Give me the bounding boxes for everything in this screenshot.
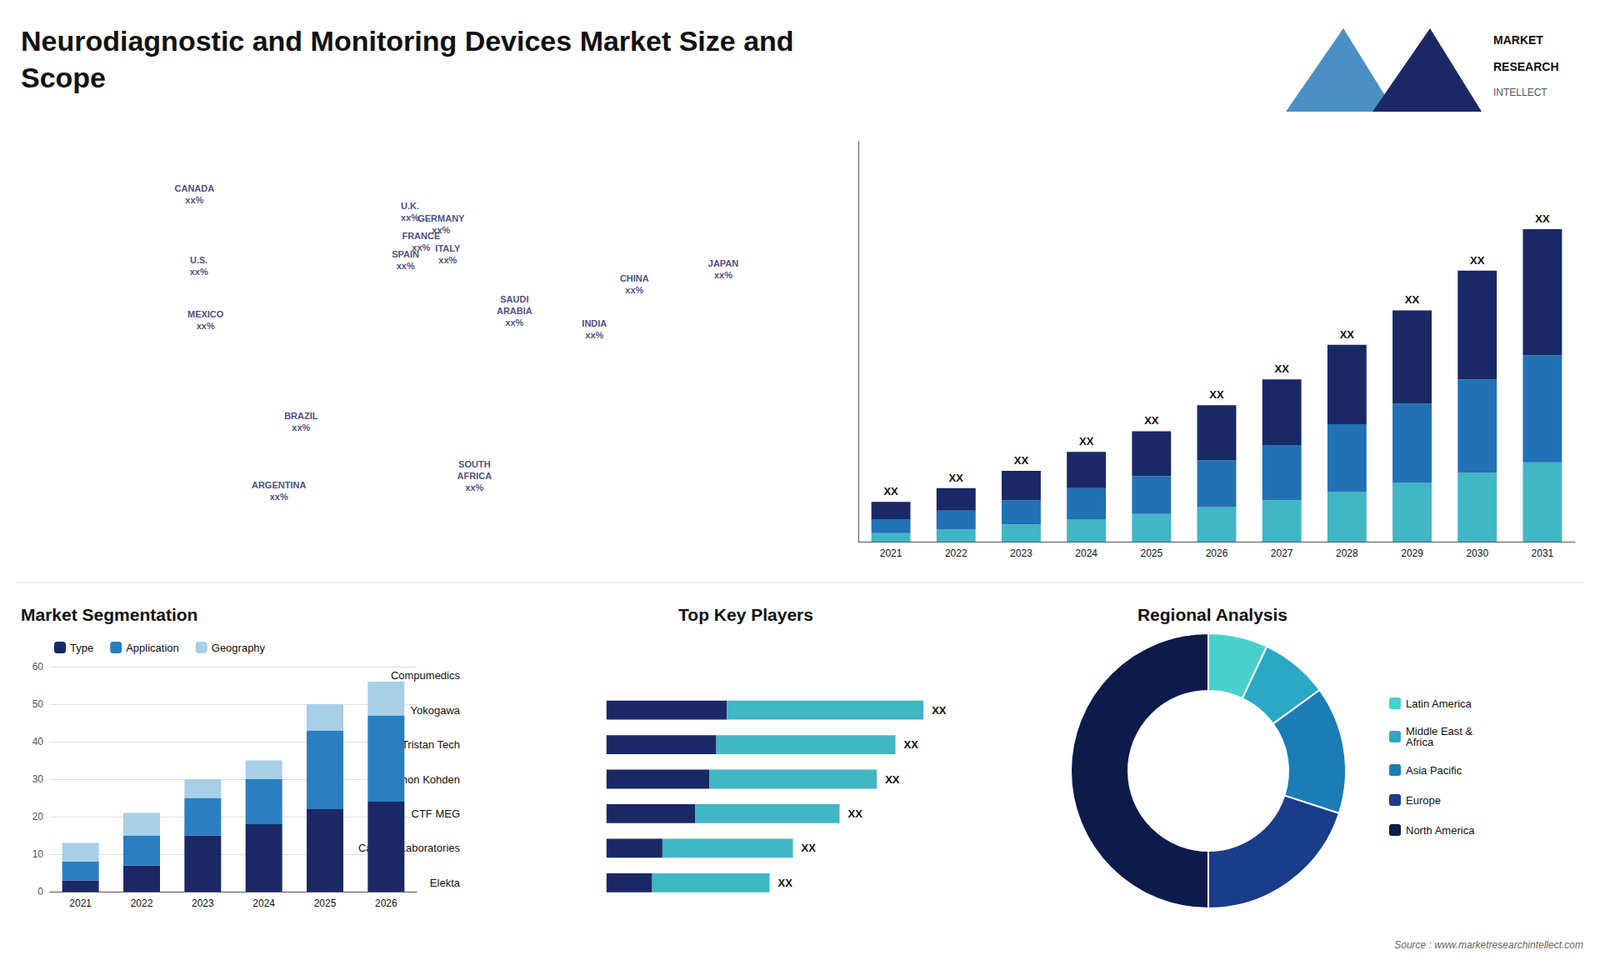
- svg-text:Asia Pacific: Asia Pacific: [1405, 764, 1463, 777]
- svg-text:2022: 2022: [945, 547, 968, 560]
- svg-text:Source : www.marketresearchint: Source : www.marketresearchintellect.com: [1394, 939, 1584, 951]
- svg-text:20: 20: [32, 810, 45, 823]
- svg-text:XX: XX: [1275, 362, 1290, 375]
- svg-text:ARGENTINA: ARGENTINA: [251, 480, 306, 490]
- svg-text:Geography: Geography: [211, 641, 266, 655]
- svg-text:XX: XX: [931, 704, 947, 717]
- svg-text:30: 30: [32, 773, 45, 785]
- svg-text:Top Key Players: Top Key Players: [678, 605, 814, 625]
- svg-text:xx%: xx%: [411, 242, 431, 253]
- svg-text:60: 60: [32, 660, 45, 673]
- svg-text:XX: XX: [1014, 454, 1030, 467]
- svg-text:xx%: xx%: [505, 317, 524, 328]
- svg-text:2025: 2025: [1140, 547, 1163, 560]
- svg-text:XX: XX: [1470, 254, 1485, 267]
- svg-text:xx%: xx%: [625, 285, 644, 295]
- svg-text:CHINA: CHINA: [620, 273, 650, 284]
- svg-text:SAUDI: SAUDI: [500, 294, 529, 305]
- svg-text:50: 50: [32, 698, 45, 710]
- svg-text:XX: XX: [949, 471, 965, 485]
- svg-text:ARABIA: ARABIA: [496, 305, 533, 316]
- svg-text:SPAIN: SPAIN: [391, 249, 420, 260]
- svg-text:Cadwell Laboratories: Cadwell Laboratories: [358, 842, 460, 855]
- svg-text:SOUTH: SOUTH: [458, 459, 491, 470]
- svg-text:AFRICA: AFRICA: [457, 470, 493, 481]
- svg-text:U.K.: U.K.: [400, 200, 420, 211]
- svg-text:XX: XX: [1535, 212, 1550, 225]
- svg-text:Latin America: Latin America: [1405, 697, 1473, 710]
- svg-text:XX: XX: [847, 807, 863, 820]
- svg-text:xx%: xx%: [400, 212, 420, 223]
- svg-text:Regional Analysis: Regional Analysis: [1137, 605, 1288, 625]
- svg-text:2026: 2026: [1205, 547, 1229, 560]
- svg-text:MARKET: MARKET: [1493, 33, 1544, 47]
- svg-text:U.S.: U.S.: [190, 255, 208, 265]
- svg-text:xx%: xx%: [190, 266, 209, 277]
- svg-text:xx%: xx%: [714, 270, 733, 280]
- svg-text:XX: XX: [1340, 328, 1355, 341]
- svg-text:North America: North America: [1405, 824, 1475, 837]
- svg-text:Market Segmentation: Market Segmentation: [20, 605, 198, 625]
- svg-text:Application: Application: [125, 641, 180, 655]
- svg-text:Middle East &: Middle East &: [1405, 725, 1473, 738]
- svg-text:MEXICO: MEXICO: [187, 309, 225, 320]
- svg-text:2023: 2023: [191, 897, 215, 910]
- svg-text:xx%: xx%: [438, 255, 457, 265]
- svg-text:CTF MEG: CTF MEG: [411, 807, 461, 820]
- svg-text:Scope: Scope: [20, 61, 106, 94]
- svg-text:2025: 2025: [314, 897, 337, 910]
- svg-text:2030: 2030: [1465, 547, 1489, 560]
- svg-text:xx%: xx%: [465, 482, 484, 493]
- svg-text:Type: Type: [70, 641, 94, 655]
- svg-text:XX: XX: [778, 876, 794, 890]
- svg-text:FRANCE: FRANCE: [402, 231, 441, 242]
- svg-text:CANADA: CANADA: [174, 183, 215, 194]
- svg-text:RESEARCH: RESEARCH: [1493, 60, 1560, 74]
- svg-text:2021: 2021: [880, 547, 903, 560]
- svg-text:xx%: xx%: [431, 225, 450, 235]
- svg-text:2024: 2024: [1075, 547, 1098, 560]
- svg-text:2021: 2021: [69, 897, 92, 910]
- svg-text:INDIA: INDIA: [581, 318, 607, 329]
- svg-text:xx%: xx%: [585, 330, 604, 340]
- svg-text:Yokogawa: Yokogawa: [410, 704, 460, 717]
- svg-text:Compumedics: Compumedics: [390, 669, 461, 682]
- svg-text:2027: 2027: [1270, 547, 1294, 560]
- svg-text:2031: 2031: [1531, 547, 1555, 560]
- svg-text:2022: 2022: [130, 897, 154, 910]
- svg-text:40: 40: [32, 735, 45, 748]
- svg-text:XX: XX: [1405, 293, 1420, 306]
- svg-text:JAPAN: JAPAN: [708, 258, 740, 269]
- svg-text:Neurodiagnostic and Monitoring: Neurodiagnostic and Monitoring Devices M…: [20, 25, 795, 57]
- svg-text:GERMANY: GERMANY: [417, 213, 465, 224]
- svg-text:XX: XX: [1079, 435, 1095, 448]
- svg-text:xx%: xx%: [196, 320, 215, 331]
- svg-text:xx%: xx%: [396, 260, 415, 271]
- svg-text:XX: XX: [904, 738, 920, 751]
- svg-text:INTELLECT: INTELLECT: [1493, 86, 1548, 99]
- svg-text:2029: 2029: [1400, 547, 1424, 560]
- svg-text:0: 0: [37, 885, 44, 898]
- svg-text:2024: 2024: [252, 897, 275, 910]
- svg-text:2026: 2026: [375, 897, 398, 910]
- svg-text:XX: XX: [1209, 388, 1225, 401]
- svg-text:ITALY: ITALY: [435, 243, 461, 254]
- svg-text:Nihon Kohden: Nihon Kohden: [391, 772, 460, 786]
- svg-text:10: 10: [32, 848, 45, 860]
- svg-text:XX: XX: [801, 841, 817, 855]
- svg-text:XX: XX: [885, 773, 900, 786]
- svg-text:xx%: xx%: [185, 195, 204, 205]
- svg-text:xx%: xx%: [291, 422, 310, 433]
- svg-text:xx%: xx%: [270, 491, 289, 502]
- svg-text:Europe: Europe: [1405, 794, 1441, 807]
- svg-text:BRAZIL: BRAZIL: [284, 410, 319, 421]
- svg-text:Africa: Africa: [1405, 735, 1435, 749]
- svg-text:Tristan Tech: Tristan Tech: [401, 738, 460, 751]
- svg-text:2023: 2023: [1010, 547, 1033, 560]
- svg-text:Elekta: Elekta: [430, 876, 461, 890]
- svg-text:2028: 2028: [1335, 547, 1359, 560]
- svg-text:XX: XX: [883, 485, 899, 498]
- svg-text:XX: XX: [1144, 414, 1160, 427]
